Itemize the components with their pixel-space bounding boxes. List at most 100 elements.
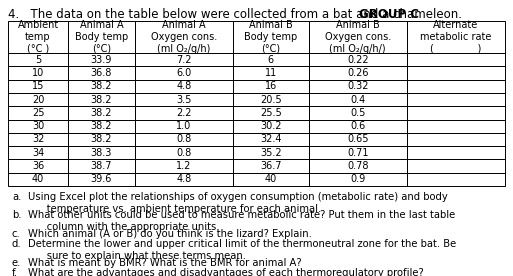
Bar (309, 120, 407, 133)
Bar (309, 160, 407, 173)
Text: Animal A
Body temp
(°C): Animal A Body temp (°C) (75, 20, 128, 54)
Bar (407, 160, 505, 173)
Bar (8, 66, 68, 79)
Bar (68, 160, 134, 173)
Bar (68, 66, 134, 79)
Bar (233, 120, 309, 133)
Text: 36.7: 36.7 (260, 161, 282, 171)
Text: 20.5: 20.5 (260, 95, 282, 105)
Bar (407, 93, 505, 106)
Text: 0.5: 0.5 (350, 108, 365, 118)
Bar (407, 66, 505, 79)
Text: 25.5: 25.5 (260, 108, 282, 118)
Bar (309, 106, 407, 120)
Bar (134, 146, 233, 160)
Bar (68, 173, 134, 186)
Text: 4.   The data on the table below were collected from a bat and a chameleon.: 4. The data on the table below were coll… (8, 8, 466, 21)
Text: 20: 20 (32, 95, 44, 105)
Text: 34: 34 (32, 148, 44, 158)
Text: 36: 36 (32, 161, 44, 171)
Text: 36.8: 36.8 (91, 68, 112, 78)
Text: 38.2: 38.2 (91, 95, 112, 105)
Bar (309, 21, 407, 53)
Bar (233, 21, 309, 53)
Text: 0.78: 0.78 (347, 161, 368, 171)
Bar (68, 106, 134, 120)
Text: Ambient
temp
(°C ): Ambient temp (°C ) (17, 20, 58, 54)
Bar (309, 133, 407, 146)
Bar (8, 79, 68, 93)
Bar (134, 93, 233, 106)
Bar (134, 120, 233, 133)
Text: Using Excel plot the relationships of oxygen consumption (metabolic rate) and bo: Using Excel plot the relationships of ox… (28, 192, 448, 214)
Bar (309, 79, 407, 93)
Text: 6.0: 6.0 (176, 68, 191, 78)
Text: 15: 15 (32, 81, 44, 91)
Text: 0.26: 0.26 (347, 68, 368, 78)
Text: 0.6: 0.6 (350, 121, 365, 131)
Bar (233, 173, 309, 186)
Bar (68, 79, 134, 93)
Text: Animal A
Oxygen cons.
(ml O₂/g/h): Animal A Oxygen cons. (ml O₂/g/h) (151, 20, 217, 54)
Bar (309, 66, 407, 79)
Text: 2.2: 2.2 (176, 108, 191, 118)
Bar (8, 146, 68, 160)
Bar (309, 146, 407, 160)
Text: Determine the lower and upper critical limit of the thermoneutral zone for the b: Determine the lower and upper critical l… (28, 239, 456, 261)
Bar (68, 146, 134, 160)
Text: a.: a. (12, 192, 22, 202)
Text: 0.8: 0.8 (176, 134, 191, 144)
Text: 38.3: 38.3 (91, 148, 112, 158)
Bar (68, 93, 134, 106)
Bar (233, 93, 309, 106)
Text: 38.2: 38.2 (91, 81, 112, 91)
Bar (407, 120, 505, 133)
Text: What are the advantages and disadvantages of each thermoregulatory profile?: What are the advantages and disadvantage… (28, 267, 424, 276)
Bar (233, 53, 309, 66)
Bar (134, 160, 233, 173)
Text: d.: d. (12, 239, 22, 249)
Text: 30: 30 (32, 121, 44, 131)
Bar (68, 120, 134, 133)
Text: e.: e. (12, 258, 22, 267)
Bar (407, 133, 505, 146)
Text: 40: 40 (265, 174, 277, 184)
Text: Which animal (A or B) do you think is the lizard? Explain.: Which animal (A or B) do you think is th… (28, 229, 312, 239)
Bar (233, 106, 309, 120)
Bar (309, 93, 407, 106)
Text: 0.71: 0.71 (347, 148, 368, 158)
Bar (134, 106, 233, 120)
Text: Alternate
metabolic rate
(              ): Alternate metabolic rate ( ) (420, 20, 491, 54)
Text: 4.8: 4.8 (176, 81, 191, 91)
Text: 0.9: 0.9 (350, 174, 365, 184)
Bar (8, 120, 68, 133)
Text: 35.2: 35.2 (260, 148, 282, 158)
Text: 10: 10 (32, 68, 44, 78)
Text: What is meant by BMR? What is the BMR for animal A?: What is meant by BMR? What is the BMR fo… (28, 258, 302, 267)
Bar (407, 21, 505, 53)
Bar (233, 160, 309, 173)
Text: 1.2: 1.2 (176, 161, 191, 171)
Text: 4.8: 4.8 (176, 174, 191, 184)
Bar (134, 133, 233, 146)
Bar (233, 79, 309, 93)
Bar (68, 133, 134, 146)
Bar (233, 66, 309, 79)
Text: 6: 6 (268, 55, 274, 65)
Bar (309, 53, 407, 66)
Bar (134, 21, 233, 53)
Text: f.: f. (12, 267, 18, 276)
Text: GROUP C: GROUP C (359, 8, 419, 21)
Bar (407, 106, 505, 120)
Text: 38.2: 38.2 (91, 121, 112, 131)
Bar (8, 160, 68, 173)
Bar (8, 53, 68, 66)
Text: 38.7: 38.7 (91, 161, 112, 171)
Text: Animal B
Body temp
(°C): Animal B Body temp (°C) (244, 20, 298, 54)
Text: 0.22: 0.22 (347, 55, 369, 65)
Text: 0.32: 0.32 (347, 81, 368, 91)
Bar (407, 79, 505, 93)
Bar (407, 146, 505, 160)
Text: 32: 32 (32, 134, 44, 144)
Text: 1.0: 1.0 (176, 121, 191, 131)
